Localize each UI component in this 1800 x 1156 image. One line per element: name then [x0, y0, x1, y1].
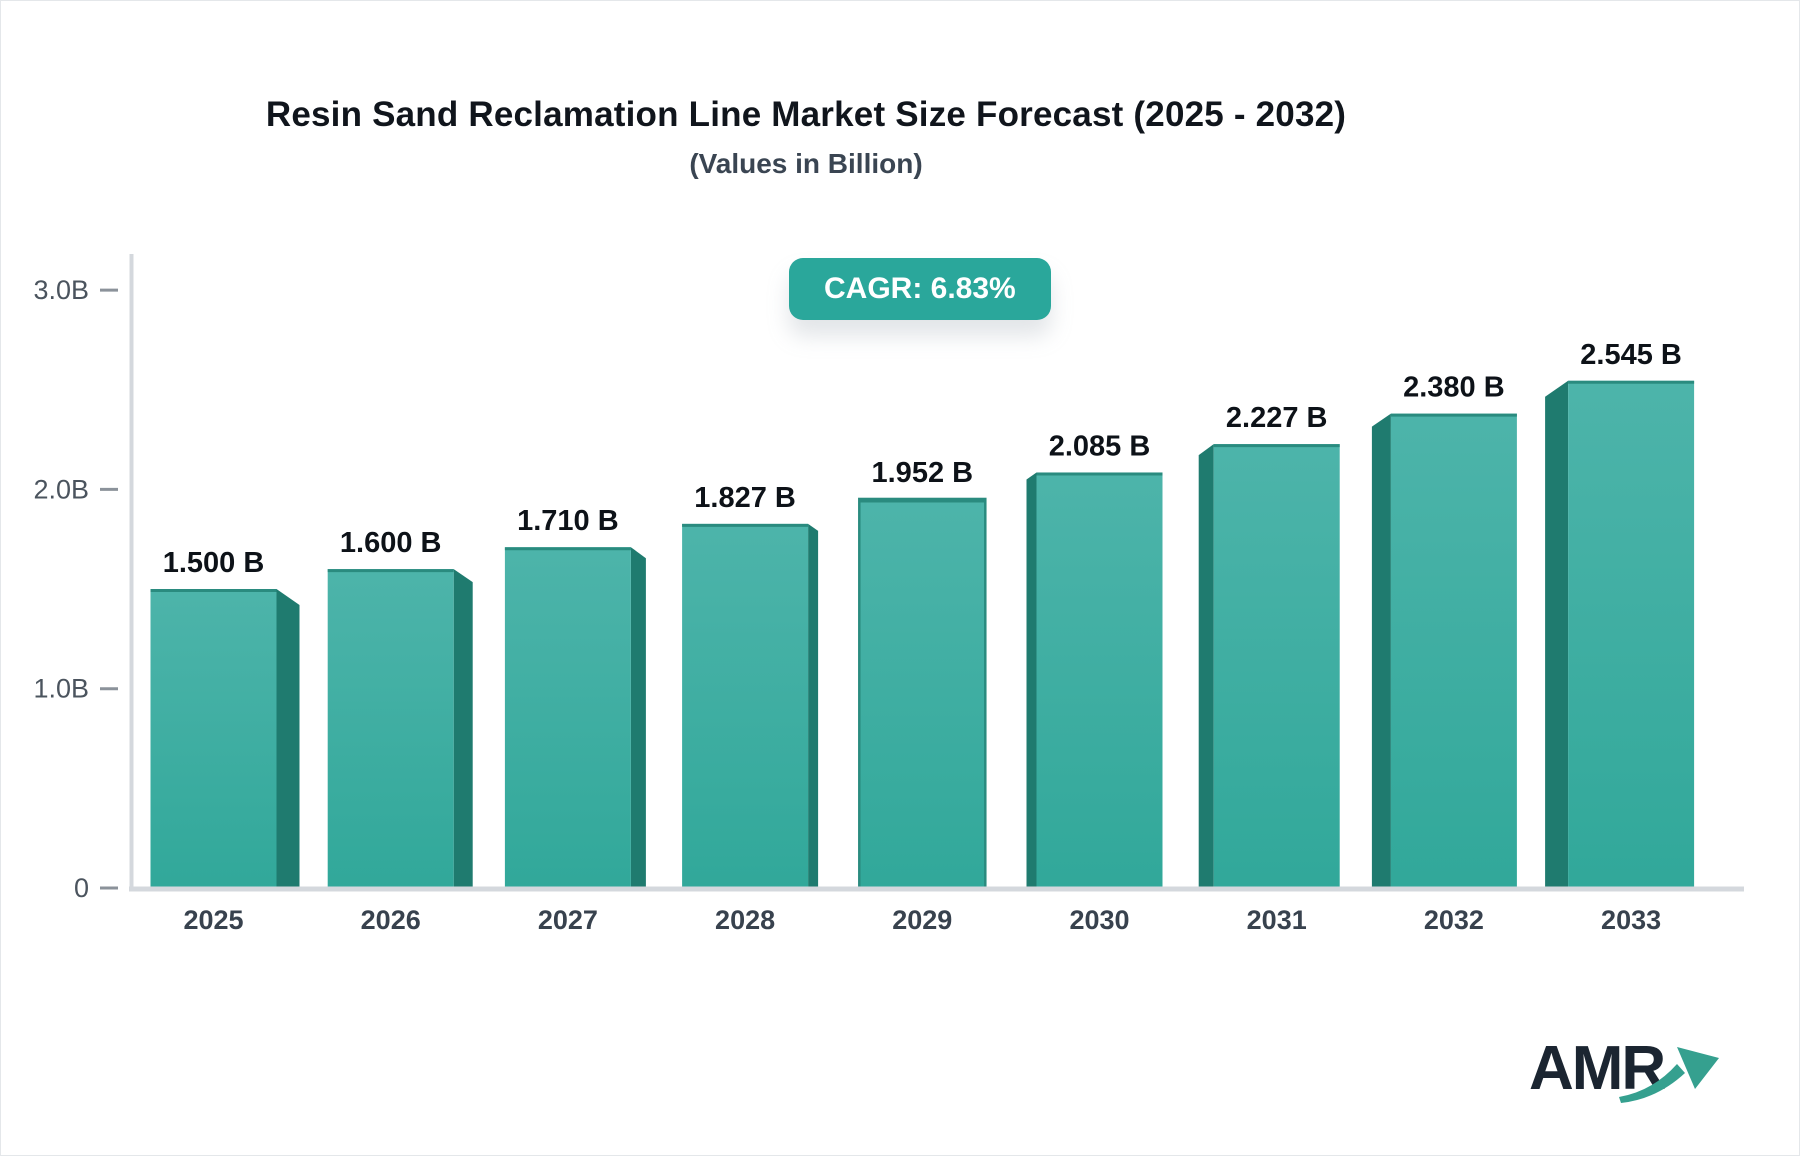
bar-value-label: 2.227 B [1226, 402, 1328, 434]
bar-value-label: 1.710 B [517, 505, 619, 537]
bar-value-label: 1.827 B [694, 482, 796, 514]
page-subtitle: (Values in Billion) [689, 148, 923, 179]
y-tick-label: 3.0B [33, 275, 89, 305]
bar-value-label: 1.500 B [163, 547, 265, 579]
bar-front-face [858, 497, 987, 890]
bar-group-2031: 2.227 B [1198, 402, 1340, 888]
bar-side-face [1026, 472, 1037, 888]
bar-value-label: 2.380 B [1403, 372, 1505, 404]
bar-front-face [682, 523, 809, 888]
bar-group-2027: 1.710 B [504, 505, 646, 888]
bar-value-label: 1.600 B [340, 527, 442, 559]
bar-front-face [1568, 380, 1695, 888]
bar-value-label: 1.952 B [872, 457, 974, 489]
x-tick-label: 2026 [361, 905, 421, 935]
x-tick-label: 2032 [1424, 905, 1484, 935]
bar-group-2030: 2.085 B [1026, 430, 1163, 888]
x-tick-label: 2027 [538, 905, 598, 935]
amr-logo: AMR [1529, 1033, 1769, 1123]
bar-value-label: 2.545 B [1580, 339, 1682, 371]
bar-group-2025: 1.500 B [150, 547, 300, 888]
bar-group-2032: 2.380 B [1371, 372, 1517, 888]
bar-front-face [504, 547, 631, 888]
bar-group-2033: 2.545 B [1545, 339, 1695, 888]
y-tick-label: 0 [74, 873, 89, 903]
x-tick-label: 2029 [892, 905, 952, 935]
growth-arrow-icon [1619, 1047, 1719, 1103]
bar-front-face [1213, 444, 1340, 888]
y-tick-label: 2.0B [33, 474, 89, 504]
bar-side-face [630, 547, 646, 888]
bar-side-face [1198, 444, 1214, 888]
bar-side-face [808, 523, 819, 888]
x-tick-label: 2031 [1247, 905, 1307, 935]
page-title: Resin Sand Reclamation Line Market Size … [265, 95, 1347, 134]
growth-arrow-tail [1619, 1064, 1685, 1103]
bar-front-face [150, 589, 277, 888]
bar-front-face [1036, 472, 1163, 888]
bar-group-2028: 1.827 B [682, 482, 819, 888]
y-tick-label: 1.0B [33, 674, 89, 704]
growth-arrow-head [1677, 1047, 1719, 1089]
bar-side-face [276, 589, 300, 888]
cagr-badge: CAGR: 6.83% [789, 258, 1051, 320]
x-tick-label: 2025 [183, 905, 243, 935]
x-tick-label: 2030 [1069, 905, 1129, 935]
bar-value-label: 2.085 B [1049, 430, 1151, 462]
x-tick-label: 2033 [1601, 905, 1661, 935]
bar-group-2029: 1.952 B [858, 457, 987, 890]
x-tick-label: 2028 [715, 905, 775, 935]
bar-front-face [327, 569, 454, 888]
bar-group-2026: 1.600 B [327, 527, 473, 888]
bar-side-face [453, 569, 473, 888]
bar-front-face [1390, 413, 1517, 888]
bar-side-face [1371, 413, 1391, 888]
bar-side-face [1545, 380, 1569, 888]
